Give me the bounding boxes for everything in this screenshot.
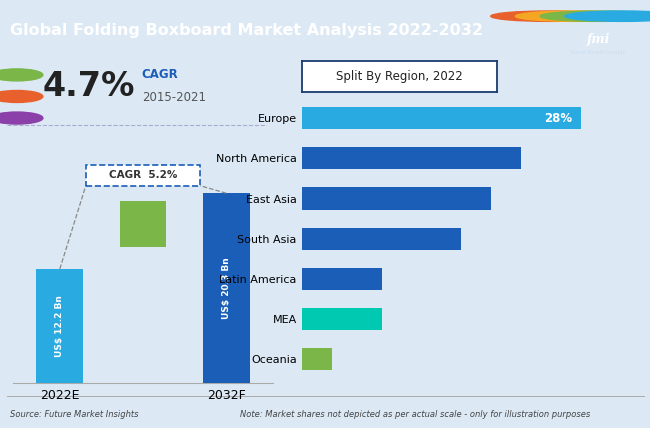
Circle shape	[515, 11, 632, 21]
Text: CAGR  5.2%: CAGR 5.2%	[109, 170, 177, 181]
Text: Future Market Insights: Future Market Insights	[571, 50, 625, 54]
Text: Global Folding Boxboard Market Analysis 2022-2032: Global Folding Boxboard Market Analysis …	[10, 23, 483, 38]
Text: Split By Region, 2022: Split By Region, 2022	[337, 70, 463, 83]
Text: 2015-2021: 2015-2021	[142, 91, 205, 104]
Bar	[302, 348, 332, 370]
Text: CAGR: CAGR	[142, 68, 179, 81]
Bar	[302, 228, 462, 250]
Text: fmi: fmi	[586, 33, 610, 46]
Circle shape	[0, 69, 43, 81]
Bar	[36, 269, 83, 383]
Bar	[86, 165, 200, 186]
Bar	[120, 201, 166, 247]
Text: 4.7%: 4.7%	[43, 70, 135, 104]
Text: US$ 20.3 Bn: US$ 20.3 Bn	[222, 257, 231, 319]
Bar	[302, 147, 521, 169]
Text: Source: Future Market Insights: Source: Future Market Insights	[10, 410, 138, 419]
Bar	[302, 107, 580, 129]
Circle shape	[565, 11, 650, 21]
Bar	[302, 308, 382, 330]
Bar	[302, 187, 491, 210]
Circle shape	[540, 11, 650, 21]
Text: Note: Market shares not depicted as per actual scale - only for illustration pur: Note: Market shares not depicted as per …	[240, 410, 591, 419]
Text: 28%: 28%	[545, 112, 573, 125]
Bar	[203, 193, 250, 383]
Circle shape	[0, 90, 43, 102]
Bar	[302, 268, 382, 290]
Text: US$ 12.2 Bn: US$ 12.2 Bn	[55, 295, 64, 357]
Circle shape	[0, 112, 43, 124]
Circle shape	[491, 11, 608, 21]
